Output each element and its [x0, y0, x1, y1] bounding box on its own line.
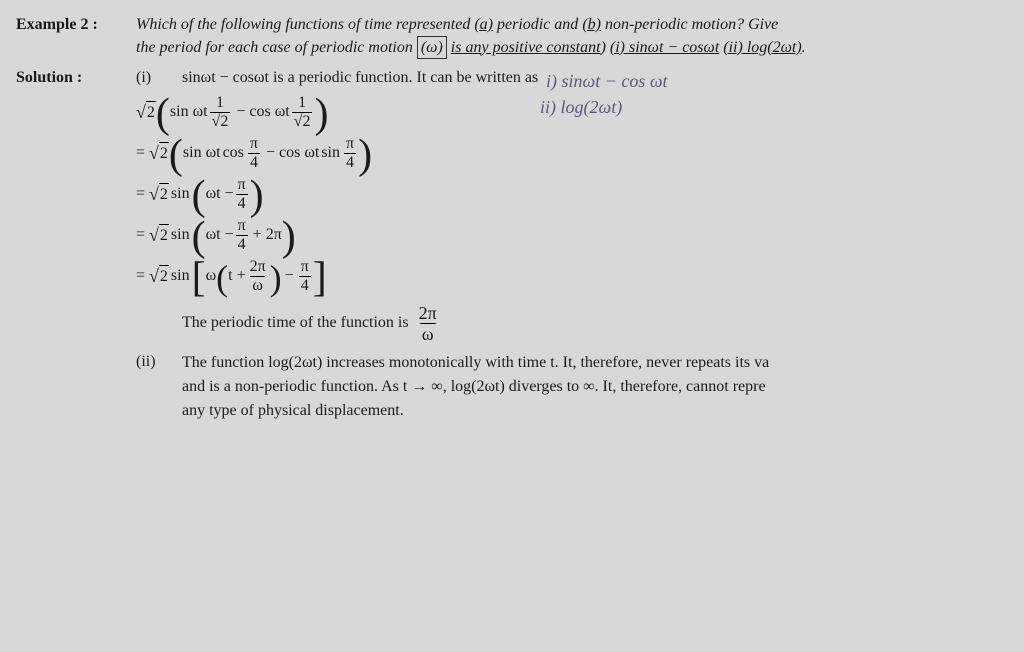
cos-wt: cos ωt — [279, 142, 319, 164]
equation-5: = √2 sin [ ω ( t + 2π ω ) − π 4 ] — [136, 259, 1008, 294]
sin-wt: sin ωt — [170, 101, 208, 123]
frac-2: 1 √2 — [292, 95, 313, 130]
omega-box: (ω) — [417, 36, 447, 60]
omega-label: ω — [206, 265, 217, 287]
minus-icon: − — [285, 265, 294, 287]
example-question: Which of the following functions of time… — [136, 14, 1008, 59]
sqrt-icon: √2 — [149, 264, 169, 288]
question-line-2: the period for each case of periodic mot… — [136, 36, 1008, 60]
part-ii-line-3: any type of physical displacement. — [182, 399, 1008, 423]
part-ii-line-1: The function log(2ωt) increases monotoni… — [182, 351, 1008, 375]
opt-i: (i) sinωt − cosωt — [610, 39, 719, 56]
q-text-2: periodic and — [497, 16, 582, 33]
part-ii-number: (ii) — [136, 351, 182, 373]
cos-label: cos — [223, 142, 244, 164]
example-label: Example 2 : — [16, 14, 136, 36]
part-ii-text: The function log(2ωt) increases monotoni… — [182, 351, 1008, 423]
opt-ii: (ii) log(2ωt) — [723, 39, 801, 56]
handwriting-line-2: ii) log(2ωt) — [540, 95, 622, 119]
sin-label: sin — [171, 183, 190, 205]
sqrt-icon: √2 — [136, 100, 156, 124]
q-a: (a) — [474, 16, 493, 33]
part-i-number: (i) — [136, 67, 182, 89]
equals-icon: = — [136, 183, 145, 205]
sqrt-icon: √2 — [149, 223, 169, 247]
cos-wt: cos ωt — [249, 101, 289, 123]
frac-pi4-3: π 4 — [236, 177, 248, 212]
equals-icon: = — [136, 224, 145, 246]
t-plus: t + — [228, 265, 245, 287]
sin-label: sin — [321, 142, 340, 164]
frac-pi4-5: π 4 — [299, 259, 311, 294]
question-line-1: Which of the following functions of time… — [136, 14, 1008, 36]
q-text-5: is any positive constant — [451, 39, 601, 56]
part-ii-row: (ii) The function log(2ωt) increases mon… — [136, 351, 1008, 423]
sqrt-icon: √2 — [149, 141, 169, 165]
q-text-3: non-periodic motion? Give — [605, 16, 778, 33]
wt-minus: ωt − — [206, 183, 234, 205]
equals-icon: = — [136, 142, 145, 164]
example-row: Example 2 : Which of the following funct… — [16, 14, 1008, 59]
equation-3: = √2 sin ( ωt − π 4 ) — [136, 177, 1008, 212]
sqrt-icon: √2 — [149, 182, 169, 206]
equation-2: = √2 ( sin ωt cos π 4 − cos ωt sin π 4 ) — [136, 136, 1008, 171]
q-text-1: Which of the following functions of time… — [136, 16, 474, 33]
solution-content: i) sinωt − cos ωt ii) log(2ωt) (i) sinωt… — [136, 67, 1008, 423]
wt-minus: ωt − — [206, 224, 234, 246]
minus-icon: − — [266, 142, 275, 164]
q-text-4: the period for each case of periodic mot… — [136, 39, 417, 56]
plus-2pi: + 2π — [253, 224, 282, 246]
sin-wt: sin ωt — [183, 142, 221, 164]
solution-label: Solution : — [16, 67, 136, 89]
solution-row: Solution : i) sinωt − cos ωt ii) log(2ωt… — [16, 67, 1008, 423]
part-i-intro: sinωt − cosωt is a periodic function. It… — [182, 67, 538, 89]
sin-label: sin — [171, 265, 190, 287]
sin-label: sin — [171, 224, 190, 246]
periodic-time-line: The periodic time of the function is 2π … — [182, 304, 1008, 343]
frac-1: 1 √2 — [210, 95, 231, 130]
handwriting-line-1: i) sinωt − cos ωt — [546, 69, 668, 93]
minus-icon: − — [236, 101, 245, 123]
frac-2pi-w: 2π ω — [248, 259, 268, 294]
frac-pi4-2: π 4 — [344, 136, 356, 171]
equation-4: = √2 sin ( ωt − π 4 + 2π ) — [136, 218, 1008, 253]
periodic-text: The periodic time of the function is — [182, 312, 409, 334]
part-ii-line-2: and is a non-periodic function. As t → ∞… — [182, 375, 1008, 399]
frac-period: 2π ω — [417, 304, 439, 343]
q-b: (b) — [582, 16, 601, 33]
equals-icon: = — [136, 265, 145, 287]
frac-pi4-1: π 4 — [248, 136, 260, 171]
frac-pi4-4: π 4 — [236, 218, 248, 253]
